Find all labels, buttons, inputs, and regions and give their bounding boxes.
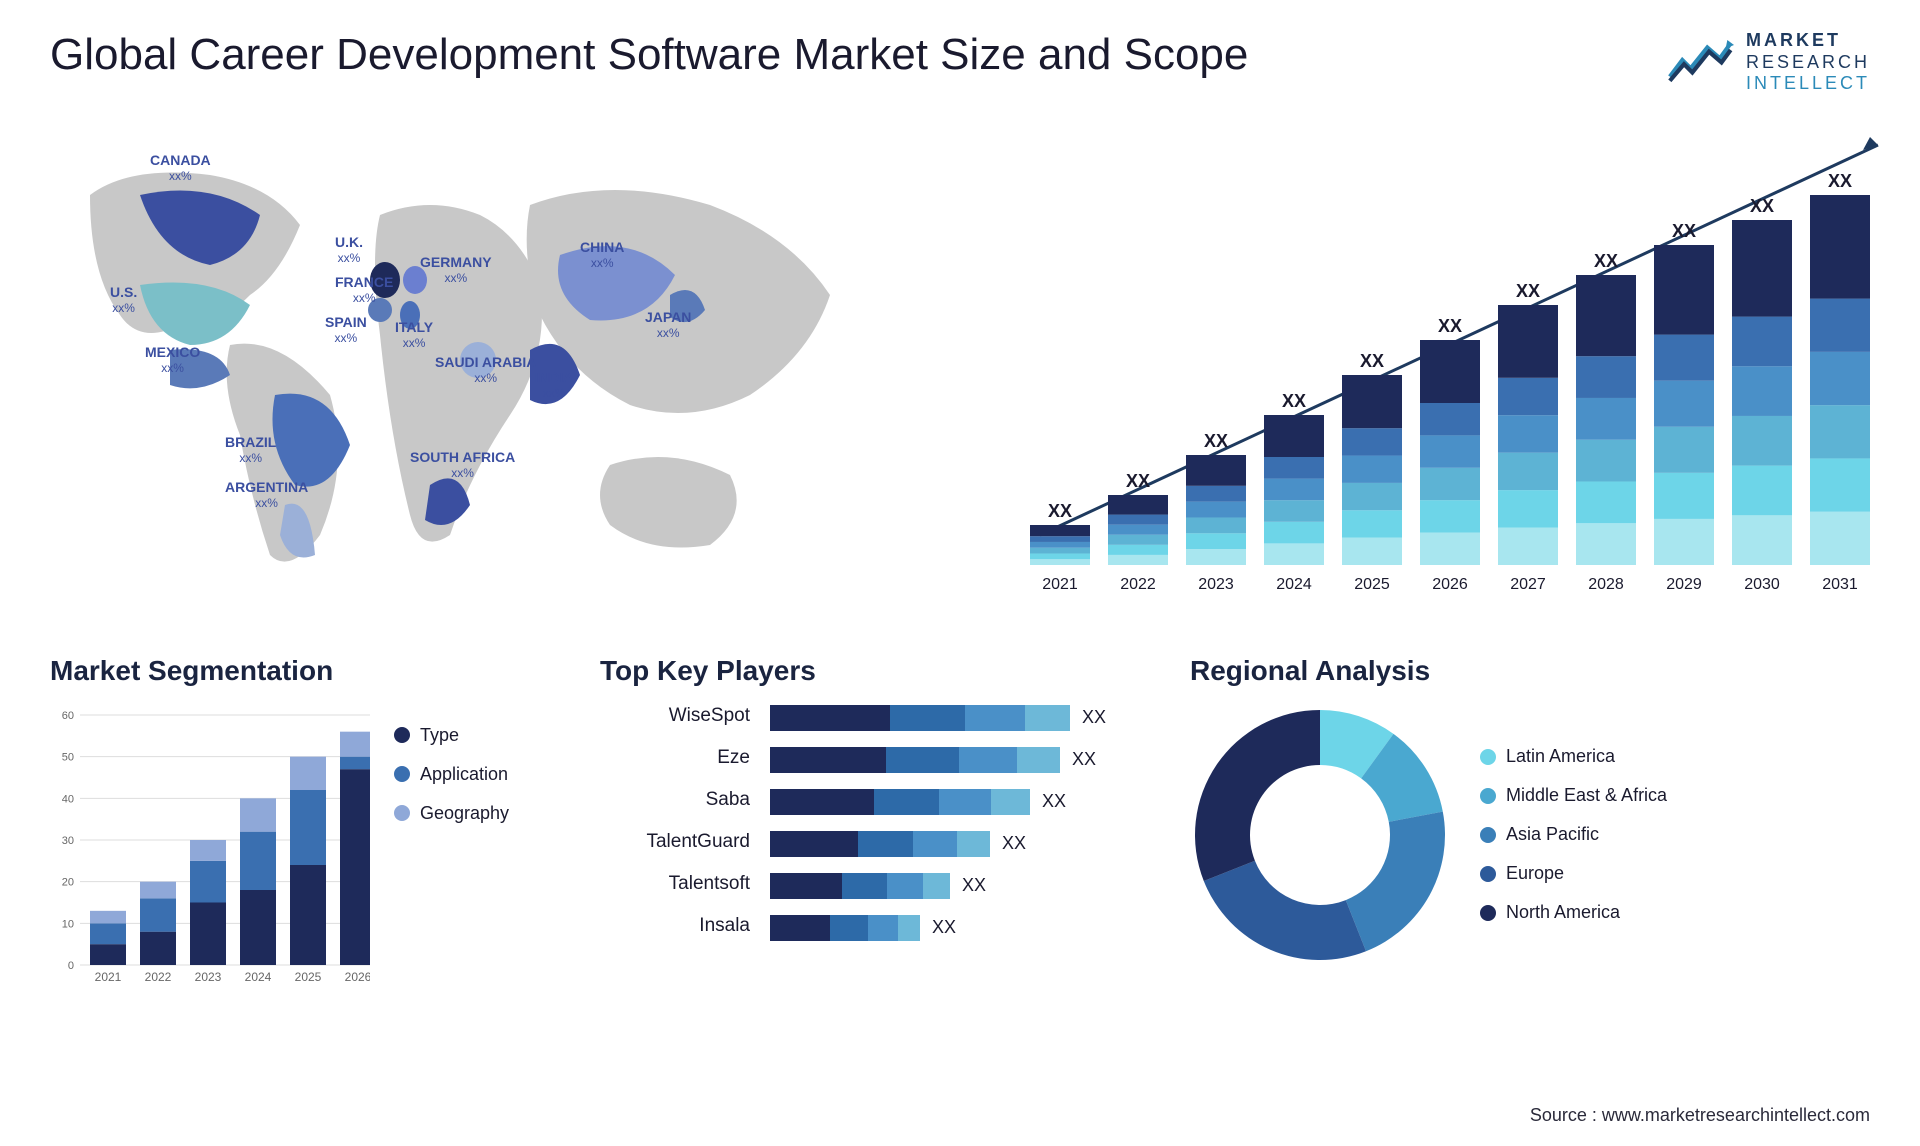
- svg-text:2023: 2023: [195, 970, 222, 984]
- map-label-china: CHINAxx%: [580, 240, 624, 271]
- player-label-saba: Saba: [600, 789, 750, 815]
- donut-chart: [1190, 705, 1450, 965]
- svg-text:2030: 2030: [1744, 576, 1780, 593]
- svg-text:XX: XX: [1360, 351, 1384, 371]
- svg-text:XX: XX: [1204, 431, 1228, 451]
- map-label-saudi-arabia: SAUDI ARABIAxx%: [435, 355, 536, 386]
- player-label-talentguard: TalentGuard: [600, 831, 750, 857]
- map-label-u-k-: U.K.xx%: [335, 235, 363, 266]
- map-label-canada: CANADAxx%: [150, 153, 211, 184]
- svg-text:0: 0: [68, 960, 74, 972]
- svg-text:2022: 2022: [145, 970, 172, 984]
- region-legend-north-america: North America: [1480, 902, 1667, 923]
- map-label-france: FRANCExx%: [335, 275, 393, 306]
- players-bars: XX XX XX XX XX XX: [770, 705, 1160, 941]
- svg-text:2024: 2024: [245, 970, 272, 984]
- seg-legend-application: Application: [394, 764, 509, 785]
- svg-text:XX: XX: [1516, 281, 1540, 301]
- segmentation-panel: Market Segmentation 0 10 20 30 40 50 60 2021 202…: [50, 655, 570, 985]
- svg-text:2026: 2026: [1432, 576, 1468, 593]
- region-legend-middle-east-africa: Middle East & Africa: [1480, 785, 1667, 806]
- map-label-argentina: ARGENTINAxx%: [225, 480, 308, 511]
- player-bar-wisespot: XX: [770, 705, 1160, 731]
- svg-text:30: 30: [62, 835, 74, 847]
- player-label-talentsoft: Talentsoft: [600, 873, 750, 899]
- svg-text:XX: XX: [1282, 391, 1306, 411]
- svg-text:40: 40: [62, 793, 74, 805]
- segmentation-title: Market Segmentation: [50, 655, 570, 687]
- regional-legend: Latin America Middle East & Africa Asia Pa…: [1480, 746, 1667, 923]
- svg-text:2026: 2026: [345, 970, 370, 984]
- page-title: Global Career Development Software Marke…: [50, 30, 1248, 80]
- logo-line1: MARKET: [1746, 30, 1870, 52]
- svg-text:2025: 2025: [295, 970, 322, 984]
- svg-text:50: 50: [62, 751, 74, 763]
- svg-text:XX: XX: [1594, 251, 1618, 271]
- region-legend-latin-america: Latin America: [1480, 746, 1667, 767]
- player-label-eze: Eze: [600, 747, 750, 773]
- player-label-insala: Insala: [600, 915, 750, 941]
- region-legend-europe: Europe: [1480, 863, 1667, 884]
- svg-text:2023: 2023: [1198, 576, 1234, 593]
- map-label-brazil: BRAZILxx%: [225, 435, 276, 466]
- segmentation-chart: 0 10 20 30 40 50 60 2021 2022 2023 2024 2025 2026: [50, 705, 370, 985]
- player-bar-eze: XX: [770, 747, 1160, 773]
- brand-logo: MARKET RESEARCH INTELLECT: [1664, 30, 1870, 95]
- map-label-mexico: MEXICOxx%: [145, 345, 200, 376]
- regional-title: Regional Analysis: [1190, 655, 1870, 687]
- svg-text:XX: XX: [1750, 196, 1774, 216]
- logo-line3: INTELLECT: [1746, 73, 1870, 95]
- svg-text:XX: XX: [1438, 316, 1462, 336]
- svg-text:XX: XX: [1126, 471, 1150, 491]
- svg-text:2021: 2021: [1042, 576, 1078, 593]
- svg-text:2028: 2028: [1588, 576, 1624, 593]
- region-legend-asia-pacific: Asia Pacific: [1480, 824, 1667, 845]
- svg-text:2022: 2022: [1120, 576, 1156, 593]
- player-bar-talentsoft: XX: [770, 873, 1160, 899]
- source-credit: Source : www.marketresearchintellect.com: [1530, 1105, 1870, 1126]
- svg-text:2024: 2024: [1276, 576, 1312, 593]
- logo-line2: RESEARCH: [1746, 52, 1870, 74]
- map-label-south-africa: SOUTH AFRICAxx%: [410, 450, 515, 481]
- forecast-chart: XX 2021 XX 2022 XX 2023 XX 2024 XX 2025 XX 2026 XX 20…: [1010, 135, 1890, 615]
- map-label-germany: GERMANYxx%: [420, 255, 492, 286]
- map-label-spain: SPAINxx%: [325, 315, 367, 346]
- svg-text:60: 60: [62, 710, 74, 722]
- world-map: CANADAxx% U.S.xx% MEXICOxx% BRAZILxx% ARGENT…: [50, 135, 970, 615]
- map-label-japan: JAPANxx%: [645, 310, 691, 341]
- seg-legend-geography: Geography: [394, 803, 509, 824]
- svg-text:XX: XX: [1828, 171, 1852, 191]
- segmentation-legend: Type Application Geography: [394, 705, 509, 985]
- logo-icon: [1664, 35, 1734, 90]
- svg-text:2029: 2029: [1666, 576, 1702, 593]
- svg-text:2031: 2031: [1822, 576, 1858, 593]
- player-label-wisespot: WiseSpot: [600, 705, 750, 731]
- regional-panel: Regional Analysis Latin America Middle Ea…: [1190, 655, 1870, 965]
- svg-text:20: 20: [62, 876, 74, 888]
- svg-text:2021: 2021: [95, 970, 122, 984]
- seg-legend-type: Type: [394, 725, 509, 746]
- players-title: Top Key Players: [600, 655, 1160, 687]
- map-label-u-s-: U.S.xx%: [110, 285, 137, 316]
- players-labels: WiseSpot Eze Saba TalentGuard Talentsoft Insa…: [600, 705, 750, 941]
- svg-text:2027: 2027: [1510, 576, 1546, 593]
- player-bar-saba: XX: [770, 789, 1160, 815]
- forecast-svg: XX 2021 XX 2022 XX 2023 XX 2024 XX 2025 XX 2026 XX 20…: [1010, 135, 1890, 615]
- svg-text:XX: XX: [1672, 221, 1696, 241]
- svg-text:XX: XX: [1048, 501, 1072, 521]
- player-bar-insala: XX: [770, 915, 1160, 941]
- svg-text:10: 10: [62, 918, 74, 930]
- player-bar-talentguard: XX: [770, 831, 1160, 857]
- players-panel: Top Key Players WiseSpot Eze Saba TalentGua…: [600, 655, 1160, 941]
- svg-text:2025: 2025: [1354, 576, 1390, 593]
- map-label-italy: ITALYxx%: [395, 320, 433, 351]
- map-label-india: INDIAxx%: [535, 370, 573, 401]
